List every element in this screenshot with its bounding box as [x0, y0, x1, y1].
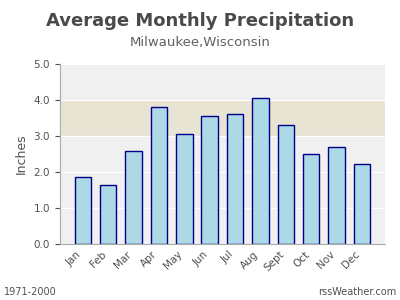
- Bar: [227, 115, 243, 244]
- Text: 1971-2000: 1971-2000: [4, 287, 57, 297]
- Bar: [74, 177, 91, 244]
- Bar: [100, 185, 116, 244]
- Bar: [328, 147, 345, 244]
- Text: rssWeather.com: rssWeather.com: [318, 287, 396, 297]
- Bar: [151, 107, 167, 244]
- Bar: [354, 164, 370, 244]
- Bar: [176, 134, 192, 244]
- Text: Average Monthly Precipitation: Average Monthly Precipitation: [46, 12, 354, 30]
- Bar: [202, 116, 218, 244]
- Y-axis label: Inches: Inches: [15, 134, 28, 174]
- Text: Milwaukee,Wisconsin: Milwaukee,Wisconsin: [130, 36, 270, 49]
- Bar: [303, 154, 320, 244]
- Bar: [252, 98, 269, 244]
- Bar: [125, 151, 142, 244]
- Bar: [60, 100, 385, 136]
- Bar: [278, 125, 294, 244]
